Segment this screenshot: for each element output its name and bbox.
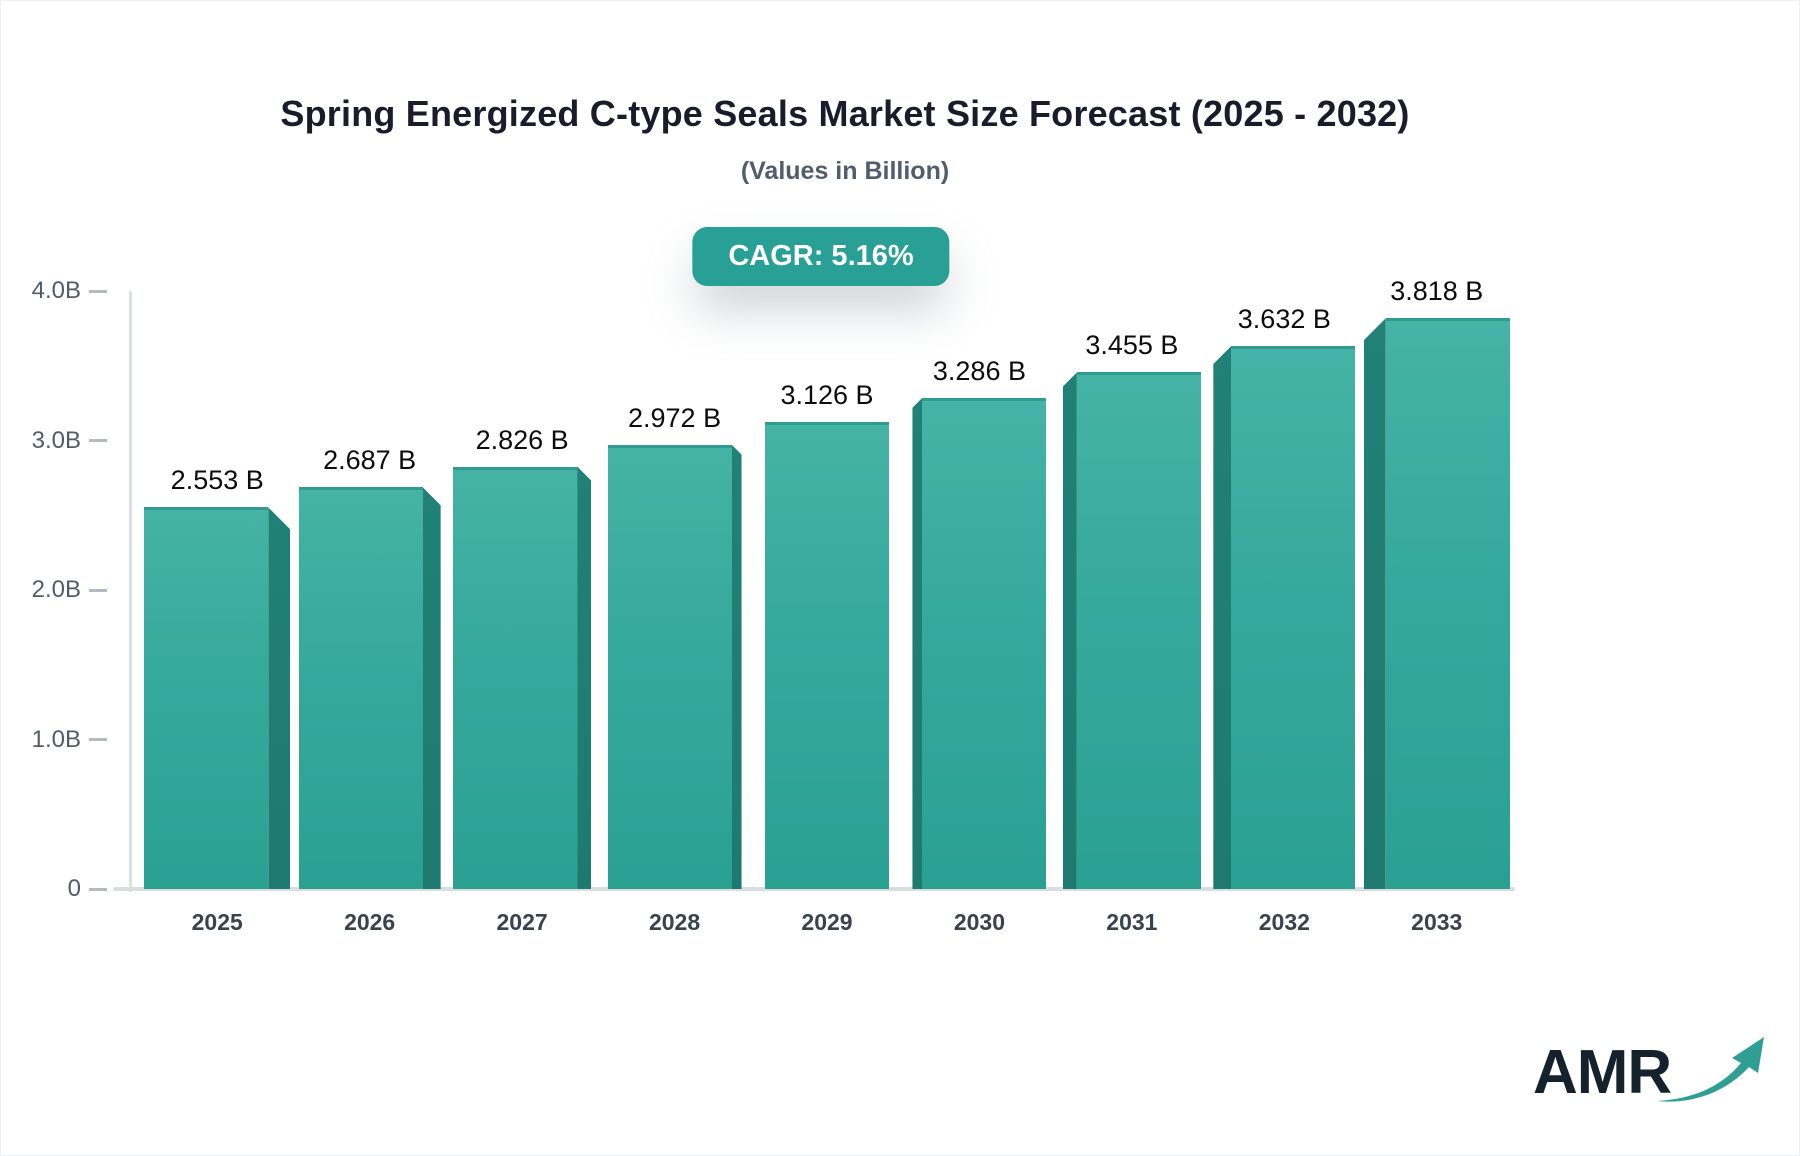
x-tick-label: 2033: [1411, 909, 1463, 935]
bar-side-face: [912, 397, 923, 889]
cagr-badge: CAGR: 5.16%: [692, 227, 950, 286]
x-tick-label: 2026: [344, 909, 396, 935]
bar-front-face: [1385, 318, 1510, 889]
bar-front-face: [1231, 346, 1356, 889]
bar-front-face: [765, 421, 889, 889]
x-tick-label: 2028: [648, 909, 701, 935]
bar-side-face: [1363, 318, 1386, 889]
y-tick-label: 2.0B: [31, 576, 81, 603]
x-tick-label: 2031: [1106, 909, 1158, 935]
bar-value-label: 3.818 B: [1390, 276, 1484, 307]
bar-value-label: 3.455 B: [1085, 330, 1179, 361]
bar-front-face: [144, 507, 269, 889]
x-tick-label: 2030: [953, 909, 1006, 935]
bar: [144, 507, 291, 889]
x-axis-line: [113, 887, 1515, 891]
bar: [607, 444, 742, 889]
bar: [912, 397, 1047, 889]
bar-side-face: [422, 487, 441, 889]
chart-subtitle: (Values in Billion): [740, 157, 950, 185]
bar-front-face: [607, 444, 732, 889]
bar-front-face: [298, 487, 423, 889]
bar-value-label: 2.687 B: [323, 445, 417, 476]
y-tick-mark: [89, 289, 107, 293]
y-tick-label: 1.0B: [31, 725, 81, 753]
amr-logo: AMR: [1533, 1033, 1771, 1111]
growth-arrow-icon: [1657, 1037, 1765, 1102]
x-tick-label: 2025: [191, 909, 243, 935]
bar-value-label: 2.553 B: [170, 465, 264, 496]
bar: [765, 421, 889, 889]
bar-side-face: [731, 444, 742, 889]
y-tick-label: 4.0B: [31, 277, 81, 304]
bar-front-face: [922, 397, 1047, 889]
bar-value-label: 3.632 B: [1237, 304, 1331, 335]
amr-logo-text: AMR: [1533, 1037, 1672, 1107]
x-tick-label: 2029: [801, 909, 853, 935]
y-tick-label: 3.0B: [31, 426, 81, 454]
bar-value-label: 3.126 B: [780, 379, 874, 410]
bar-side-face: [268, 507, 291, 889]
bar: [1363, 318, 1510, 889]
bar-front-face: [1076, 372, 1201, 889]
y-tick-mark: [89, 887, 107, 891]
bar-front-face: [453, 466, 578, 889]
bar-value-label: 2.826 B: [475, 424, 569, 455]
bar: [298, 487, 441, 889]
y-tick-mark: [89, 588, 107, 592]
y-tick-label: 0: [67, 875, 81, 902]
x-tick-label: 2032: [1258, 909, 1310, 935]
bar: [453, 466, 592, 889]
bar: [1213, 346, 1356, 889]
chart-title: Spring Energized C-type Seals Market Siz…: [280, 93, 1410, 134]
bar-value-label: 3.286 B: [932, 355, 1026, 386]
chart-header: Spring Energized C-type Seals Market Siz…: [1, 93, 1689, 186]
y-tick-mark: [89, 439, 107, 442]
bar-side-face: [577, 466, 592, 889]
x-tick-label: 2027: [496, 909, 548, 935]
bar: [1062, 372, 1201, 889]
y-axis-line: [129, 291, 132, 892]
bar-side-face: [1213, 346, 1232, 889]
y-tick-mark: [89, 738, 107, 741]
bar-value-label: 2.972 B: [628, 402, 722, 433]
bar-side-face: [1062, 372, 1077, 889]
